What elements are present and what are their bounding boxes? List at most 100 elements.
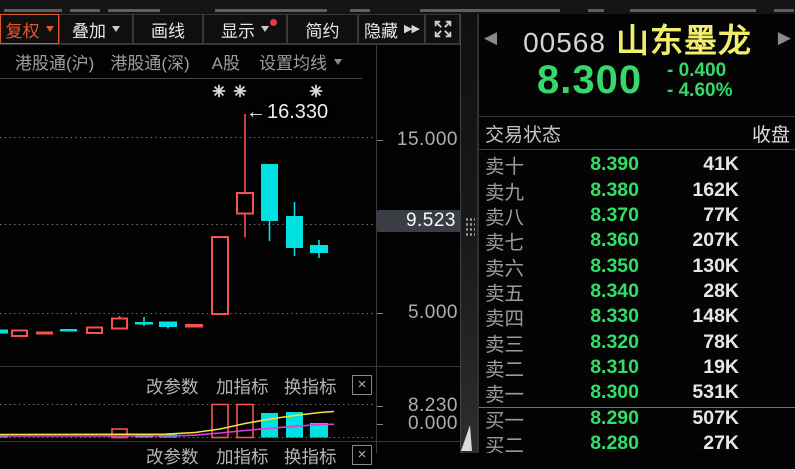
bid-row[interactable]: 买二 8.280 27K bbox=[479, 431, 795, 453]
level-label: 卖五 bbox=[485, 282, 525, 305]
candle-up bbox=[11, 329, 28, 337]
change-percent: - 4.60% bbox=[667, 80, 733, 101]
high-price-annotation: ← 16.330 bbox=[246, 101, 328, 124]
ask-row[interactable]: 卖二 8.310 19K bbox=[479, 355, 795, 381]
candle-up bbox=[86, 326, 103, 334]
volume-bar-down bbox=[310, 423, 328, 438]
level-label: 买一 bbox=[485, 409, 525, 432]
splitter-grip-icon[interactable] bbox=[465, 217, 475, 236]
ask-row[interactable]: 卖十 8.390 41K bbox=[479, 152, 795, 178]
market-tab-1[interactable]: 港股通(沪) bbox=[15, 49, 94, 74]
quote-panel: ◀ 00568 山东墨龙 ▶ 8.300 - 0.400 - 4.60% 交易状态… bbox=[478, 14, 795, 453]
level-price: 8.320 bbox=[590, 330, 639, 353]
market-tab-label: 设置均线 bbox=[259, 54, 327, 73]
candle-down bbox=[261, 164, 278, 221]
ask-bid-divider bbox=[479, 407, 795, 408]
high-price-value: 16.330 bbox=[267, 101, 329, 123]
bid-row[interactable]: 买一 8.290 507K bbox=[479, 405, 795, 432]
ask-row[interactable]: 卖一 8.300 531K bbox=[479, 380, 795, 407]
price-change: - 0.400 - 4.60% bbox=[667, 61, 732, 101]
pane-separator bbox=[0, 366, 461, 367]
mouse-cursor bbox=[461, 425, 472, 451]
change-value: - 0.400 bbox=[667, 60, 727, 81]
toolbar-button-label: 简约 bbox=[305, 21, 340, 41]
volume-bar-up bbox=[111, 428, 128, 439]
toolbar-button-2[interactable]: 叠加 bbox=[59, 14, 133, 44]
level-price: 8.340 bbox=[590, 279, 639, 302]
volume-chart[interactable] bbox=[0, 368, 376, 453]
candle-down bbox=[135, 322, 153, 325]
level-volume: 27K bbox=[703, 431, 739, 453]
prev-stock-button[interactable]: ◀ bbox=[484, 28, 498, 48]
chevron-down-icon bbox=[334, 58, 342, 65]
axis-right-border bbox=[460, 14, 461, 453]
pane-separator-2 bbox=[0, 441, 461, 442]
toolbar-button-3[interactable]: 画线 bbox=[133, 14, 203, 44]
ask-row[interactable]: 卖七 8.360 207K bbox=[479, 228, 795, 255]
level-volume: 148K bbox=[692, 305, 739, 328]
toolbar-button-4[interactable]: 显示 bbox=[203, 14, 287, 44]
toolbar-button-label: 叠加 bbox=[72, 21, 106, 41]
ask-row[interactable]: 卖三 8.320 78K bbox=[479, 329, 795, 356]
level-label: 卖七 bbox=[485, 232, 525, 255]
level-volume: 77K bbox=[703, 203, 739, 226]
indicator-menu-item[interactable]: 加指标 bbox=[216, 447, 269, 467]
level-label: 卖一 bbox=[485, 384, 525, 407]
level-volume: 41K bbox=[703, 153, 739, 176]
market-tab-label: 港股通(沪) bbox=[15, 54, 95, 73]
toolbar-button-5[interactable]: 简约 bbox=[287, 14, 358, 44]
ask-row[interactable]: 卖八 8.370 77K bbox=[479, 203, 795, 229]
ask-row[interactable]: 卖四 8.330 148K bbox=[479, 304, 795, 330]
notification-dot bbox=[270, 19, 277, 26]
y-axis-label: 8.230 bbox=[407, 395, 458, 416]
close-indicator-button[interactable]: × bbox=[352, 375, 372, 395]
candle-down bbox=[159, 321, 177, 327]
volume-bar-up bbox=[236, 403, 254, 439]
market-tab-4[interactable]: 设置均线 bbox=[259, 49, 342, 74]
candle-down bbox=[310, 245, 328, 253]
axis-tick bbox=[377, 423, 383, 425]
indicator-menu-item[interactable]: 改参数 bbox=[146, 377, 199, 397]
expand-button[interactable] bbox=[425, 14, 460, 44]
y-axis-label: 0.000 bbox=[407, 413, 458, 434]
toolbar-button-label: 画线 bbox=[151, 21, 185, 41]
ask-row[interactable]: 卖九 8.380 162K bbox=[479, 177, 795, 204]
ask-row[interactable]: 卖六 8.350 130K bbox=[479, 253, 795, 280]
level-price: 8.380 bbox=[590, 178, 639, 201]
toolbar-button-label: 显示 bbox=[221, 21, 255, 41]
trade-status-label: 交易状态 bbox=[485, 124, 562, 146]
indicator-menu-item[interactable]: 换指标 bbox=[284, 377, 337, 397]
crosshair-price-tag: 9.523 bbox=[377, 210, 461, 232]
ma-line bbox=[0, 410, 335, 436]
candlestick-chart[interactable] bbox=[0, 79, 376, 366]
market-tab-2[interactable]: 港股通(深) bbox=[110, 49, 189, 74]
level-volume: 28K bbox=[703, 279, 739, 302]
axis-tick bbox=[377, 139, 383, 141]
close-indicator-button[interactable]: × bbox=[352, 445, 372, 465]
volume-bar-down bbox=[286, 412, 303, 438]
market-tab-label: 港股通(深) bbox=[110, 54, 190, 73]
axis-tick bbox=[377, 405, 383, 407]
level-price: 8.300 bbox=[590, 381, 639, 404]
candle-up bbox=[211, 236, 229, 315]
toolbar-button-1[interactable]: 复权 bbox=[0, 14, 59, 44]
indicator-menu-item[interactable]: 改参数 bbox=[146, 447, 199, 467]
candle-up bbox=[111, 317, 128, 330]
next-stock-button[interactable]: ▶ bbox=[777, 28, 791, 48]
y-axis-label: 15.000 bbox=[396, 129, 458, 150]
level-label: 卖二 bbox=[485, 358, 525, 381]
market-tab-3[interactable]: A股 bbox=[212, 49, 240, 74]
candle-down bbox=[286, 216, 303, 248]
level-volume: 507K bbox=[692, 406, 739, 429]
toolbar-button-6[interactable]: 隐藏 ▶▶ bbox=[358, 14, 425, 44]
ask-row[interactable]: 卖五 8.340 28K bbox=[479, 279, 795, 305]
chevron-down-icon bbox=[112, 26, 120, 32]
toolbar-button-label: 复权 bbox=[5, 21, 40, 41]
tabs-underline bbox=[0, 78, 362, 79]
event-marker-icon bbox=[233, 84, 247, 98]
y-axis-label: 5.000 bbox=[407, 302, 458, 323]
indicator-menu-item[interactable]: 加指标 bbox=[216, 377, 269, 397]
indicator-menu-item[interactable]: 换指标 bbox=[284, 447, 337, 467]
level-price: 8.330 bbox=[590, 305, 639, 328]
level-label: 卖九 bbox=[485, 181, 525, 204]
